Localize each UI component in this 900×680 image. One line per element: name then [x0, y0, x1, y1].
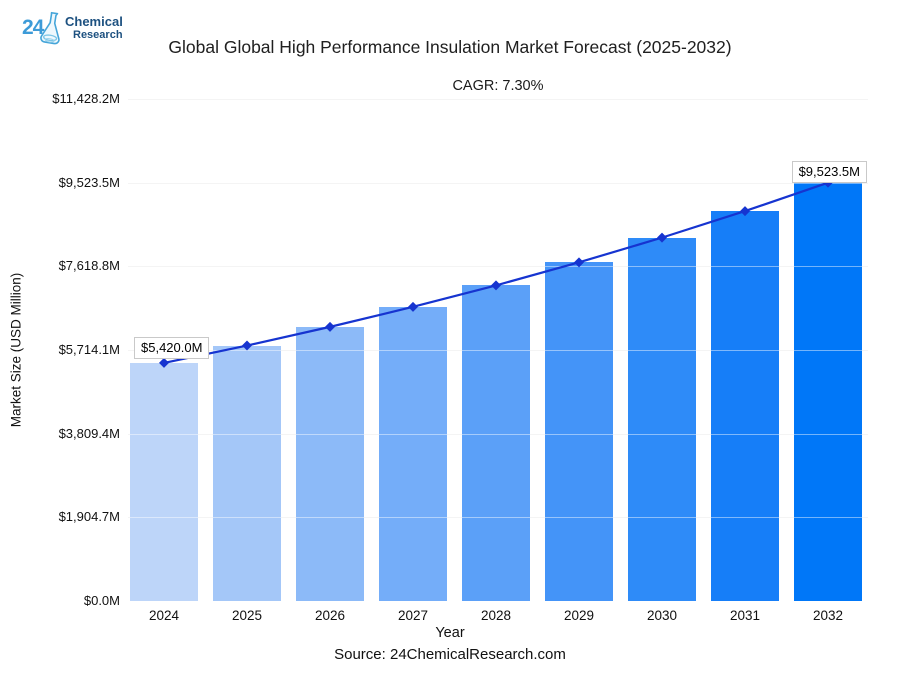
- gridline-overlay: [128, 433, 868, 435]
- flask-icon: [40, 11, 60, 45]
- y-tick-label: $3,809.4M: [58, 425, 120, 441]
- bar-2025: [213, 345, 281, 601]
- bar-2027: [379, 306, 447, 601]
- cagr-subtitle: CAGR: 7.30%: [452, 78, 544, 94]
- diamond-marker: [325, 321, 335, 332]
- data-label-last: $9,523.5M: [791, 160, 867, 183]
- x-tick-label: 2030: [646, 608, 678, 623]
- bar-2028: [462, 285, 530, 601]
- x-tick-label: 2025: [231, 608, 263, 623]
- logo: 24 Chemical Research: [22, 11, 132, 49]
- x-tick-label: 2024: [148, 608, 180, 623]
- diamond-marker: [657, 232, 667, 243]
- diamond-marker: [242, 340, 252, 351]
- gridline: [128, 266, 868, 268]
- x-tick-label: 2029: [563, 608, 595, 623]
- trend-line: [159, 177, 833, 368]
- gridline: [128, 99, 868, 100]
- x-tick-label: 2026: [314, 608, 346, 623]
- y-tick-label: $0.0M: [83, 593, 120, 608]
- y-tick-label: $5,714.1M: [58, 342, 120, 357]
- bar-2031: [711, 211, 779, 601]
- x-tick-label: 2027: [397, 608, 429, 623]
- x-tick-label: 2028: [480, 608, 512, 623]
- x-tick-label: 2031: [729, 608, 761, 623]
- gridline-overlay: [128, 517, 868, 519]
- bar-2024: [130, 362, 198, 601]
- data-label-first: $5,420.0M: [134, 336, 210, 359]
- gridline-overlay: [128, 266, 868, 268]
- x-tick-label: 2032: [812, 608, 844, 623]
- logo-text: Chemical Research: [65, 15, 123, 41]
- gridline-overlay: [128, 350, 868, 351]
- bar-2029: [545, 262, 613, 601]
- diamond-marker: [740, 206, 750, 217]
- gridline-overlay: [128, 99, 868, 100]
- diamond-marker: [159, 357, 169, 368]
- y-tick-label: $11,428.2M: [52, 91, 120, 106]
- diamond-marker: [408, 301, 418, 312]
- diamond-marker: [823, 177, 833, 188]
- diamond-marker: [574, 257, 584, 268]
- y-tick-label: $9,523.5M: [58, 174, 120, 190]
- bar-2032: [794, 182, 862, 601]
- logo-text-research: Research: [73, 29, 123, 41]
- logo-text-chemical: Chemical: [65, 14, 123, 29]
- source-text: Source: 24ChemicalResearch.com: [334, 646, 566, 663]
- gridline: [128, 182, 868, 184]
- bar-2030: [628, 237, 696, 601]
- logo-number: 24: [22, 16, 44, 39]
- diamond-marker: [491, 280, 501, 291]
- x-axis-title: Year: [435, 625, 465, 641]
- y-tick-label: $1,904.7M: [58, 509, 120, 525]
- bar-2026: [296, 326, 364, 601]
- plot-area: $5,420.0M $9,523.5M: [128, 99, 868, 601]
- gridline-overlay: [128, 182, 868, 184]
- chart-title: Global Global High Performance Insulatio…: [168, 37, 732, 57]
- y-tick-label: $7,618.8M: [58, 258, 120, 274]
